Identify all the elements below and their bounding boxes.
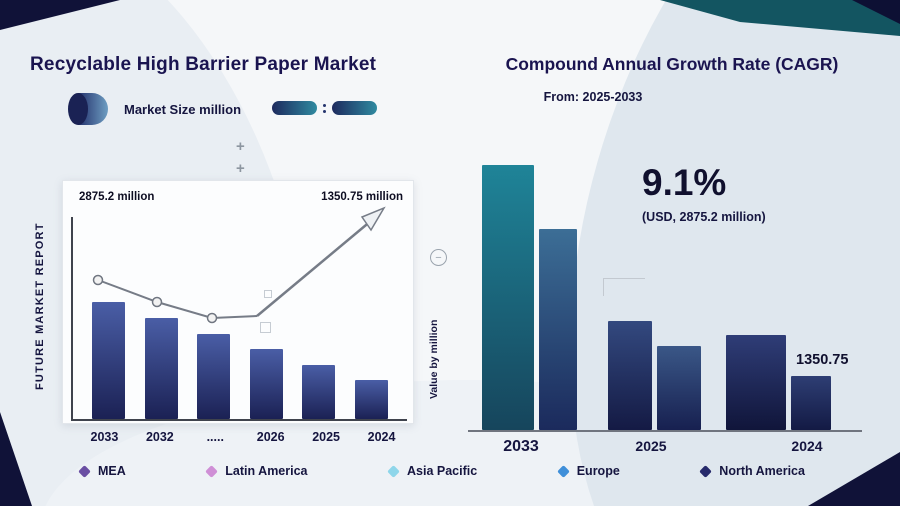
square-decor [264, 290, 272, 298]
cylinder-icon [68, 93, 108, 125]
bracket-decor [603, 278, 645, 296]
cagr-bar-2033-market-size-secondary [539, 229, 577, 430]
cagr-note: (USD, 2875.2 million) [642, 210, 766, 224]
plus-icon: + [236, 138, 245, 155]
market-size-bar-2032 [144, 318, 178, 419]
cagr-bar-2025-market-size-secondary [657, 346, 701, 430]
square-decor [260, 322, 271, 333]
legend-label: North America [719, 464, 805, 478]
market-size-bar-2024 [354, 380, 388, 419]
x-tick-label: 2024 [791, 438, 823, 454]
legend-item-asia-pacific: Asia Pacific [387, 464, 478, 478]
legend-label: Latin America [225, 464, 308, 478]
diamond-icon [387, 464, 400, 478]
cagr-chart: 1350.75 2033 2025 2024 [468, 150, 868, 455]
x-tick-label: ..... [206, 430, 224, 444]
left-vertical-label: FUTURE MARKET REPORT [34, 222, 46, 390]
value-callout: 1350.75 [796, 352, 849, 368]
region-legend: MEA Latin America Asia Pacific Europe North … [78, 464, 805, 478]
cagr-bar-2024-market-size-secondary [791, 376, 831, 430]
diamond-icon [556, 464, 570, 478]
x-tick-label: 2025 [312, 430, 341, 444]
market-size-bars [71, 217, 407, 421]
x-tick-label: 2033 [503, 438, 539, 455]
corner-bottom-left [0, 412, 32, 506]
market-size-bar-..... [197, 334, 231, 419]
legend-item-north-america: North America [699, 464, 805, 478]
cagr-period: From: 2025-2033 [543, 90, 643, 104]
cagr-value: 9.1% [642, 162, 727, 203]
legend-label: MEA [98, 464, 126, 478]
cagr-title: Compound Annual Growth Rate (CAGR) [505, 54, 839, 74]
market-size-bar-2025 [302, 365, 336, 419]
legend-item-latin-america: Latin America [205, 464, 308, 478]
legend-item-mea: MEA [78, 464, 126, 478]
x-tick-label: 2024 [367, 430, 396, 444]
market-size-label: Market Size million [124, 101, 242, 117]
pill-shape [332, 101, 377, 115]
page-title: Recyclable High Barrier Paper Market [30, 54, 377, 75]
corner-top-right-teal [660, 0, 900, 36]
cagr-bar-2024-market-size-primary [726, 335, 786, 430]
right-swoosh [570, 0, 900, 506]
market-size-legend: Market Size million [62, 92, 241, 126]
market-size-x-axis: 2033 2032..... 2026 2025 2024 [70, 430, 416, 444]
diamond-icon [205, 464, 219, 478]
x-tick-label: 2033 [90, 430, 119, 444]
legend-item-europe: Europe [556, 464, 620, 478]
diamond-icon [699, 464, 713, 478]
annotation-2033-value: 2875.2 million [79, 191, 155, 203]
gradient-pills-decor [272, 101, 377, 115]
legend-label: Europe [576, 464, 620, 478]
cagr-bar-2033-market-size-primary [482, 165, 534, 430]
x-tick-label: 2026 [256, 430, 285, 444]
corner-top-left [0, 0, 120, 30]
minus-icon: − [430, 249, 447, 266]
diamond-icon [78, 464, 91, 478]
plus-icon: + [236, 160, 245, 177]
cagr-bar-2025-market-size-primary [608, 321, 652, 430]
corner-top-right-navy [852, 0, 900, 24]
x-axis-line [468, 430, 862, 432]
market-size-chart: 2875.2 million 1350.75 million [62, 180, 414, 424]
x-tick-label: 2025 [635, 438, 667, 454]
value-axis-label: Value by million [428, 319, 440, 399]
legend-label: Asia Pacific [407, 464, 478, 478]
market-size-bar-2026 [249, 349, 283, 419]
pill-shape [272, 101, 317, 115]
corner-bottom-right [808, 452, 900, 506]
annotation-2024-value: 1350.75 million [321, 191, 403, 203]
x-tick-label: 2032 [145, 430, 174, 444]
market-size-bar-2033 [92, 302, 126, 419]
pill-separator-dots [323, 103, 326, 113]
